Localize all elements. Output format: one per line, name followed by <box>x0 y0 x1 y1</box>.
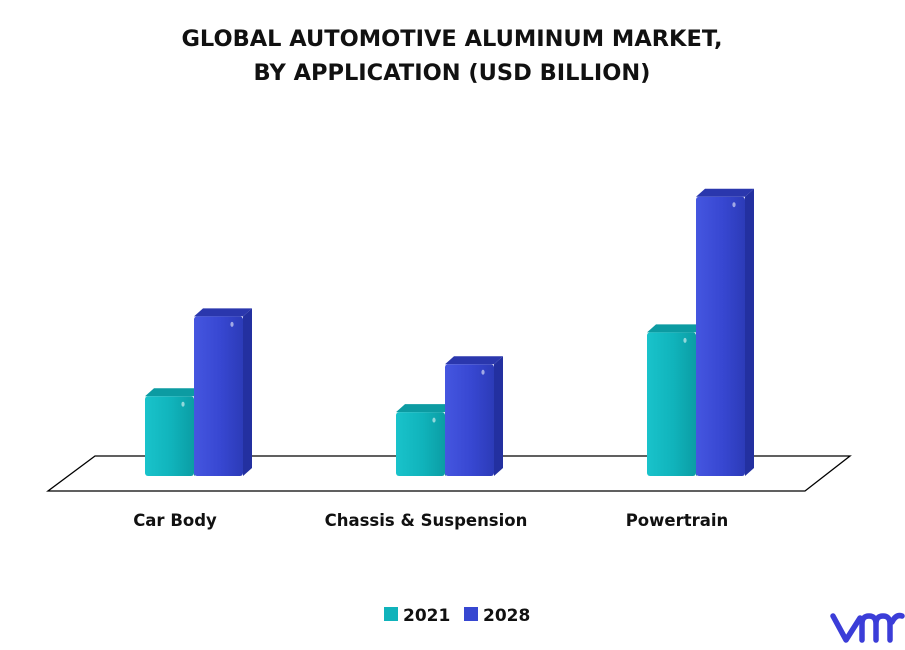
legend-label-2021: 2021 <box>403 606 450 626</box>
bar-powertrain-2028-front <box>696 196 745 476</box>
bar-powertrain-2028-highlight <box>732 202 736 208</box>
legend-swatch-2021 <box>384 607 398 621</box>
bar-car-body-2021-highlight <box>181 401 185 407</box>
bar-car-body-2028-highlight <box>230 321 234 327</box>
bar-powertrain-2021-highlight <box>683 337 687 343</box>
bar-chassis-suspension-2028-top <box>445 356 503 365</box>
bar-powertrain-2028-side <box>745 188 754 476</box>
bar-car-body-2021-front <box>145 396 194 476</box>
vmr-logo <box>830 612 905 643</box>
bar-chassis-suspension-2028 <box>445 356 503 476</box>
bar-car-body-2028-front <box>194 316 243 476</box>
bar-chassis-suspension-2028-front <box>445 364 494 476</box>
legend-label-2028: 2028 <box>483 606 530 626</box>
category-label-powertrain: Powertrain <box>626 511 729 530</box>
bar-car-body-2028-top <box>194 308 252 317</box>
bar-chassis-suspension-2021-front <box>396 412 445 476</box>
bar-powertrain-2021-front <box>647 332 696 476</box>
category-label-chassis-suspension: Chassis & Suspension <box>325 511 528 530</box>
chart-title: GLOBAL AUTOMOTIVE ALUMINUM MARKET, <box>181 26 722 52</box>
bar-chassis-suspension-2021-highlight <box>432 417 436 423</box>
legend-swatch-2028 <box>464 607 478 621</box>
bar-car-body-2028 <box>194 308 252 476</box>
bar-chassis-suspension-2028-highlight <box>481 369 485 375</box>
bar-powertrain-2028 <box>696 188 754 476</box>
bar-car-body-2028-side <box>243 308 252 476</box>
bar-powertrain-2028-top <box>696 188 754 197</box>
bar-car-body-2021-top <box>145 388 203 397</box>
bar-powertrain-2021-top <box>647 324 705 333</box>
bar-chassis-suspension-2028-side <box>494 356 503 476</box>
bars-layer <box>145 188 754 476</box>
legend: 2021 2028 <box>384 606 530 626</box>
bar-chassis-suspension-2021-top <box>396 404 454 413</box>
chart-subtitle: BY APPLICATION (USD BILLION) <box>254 60 651 86</box>
category-label-car-body: Car Body <box>133 511 217 530</box>
